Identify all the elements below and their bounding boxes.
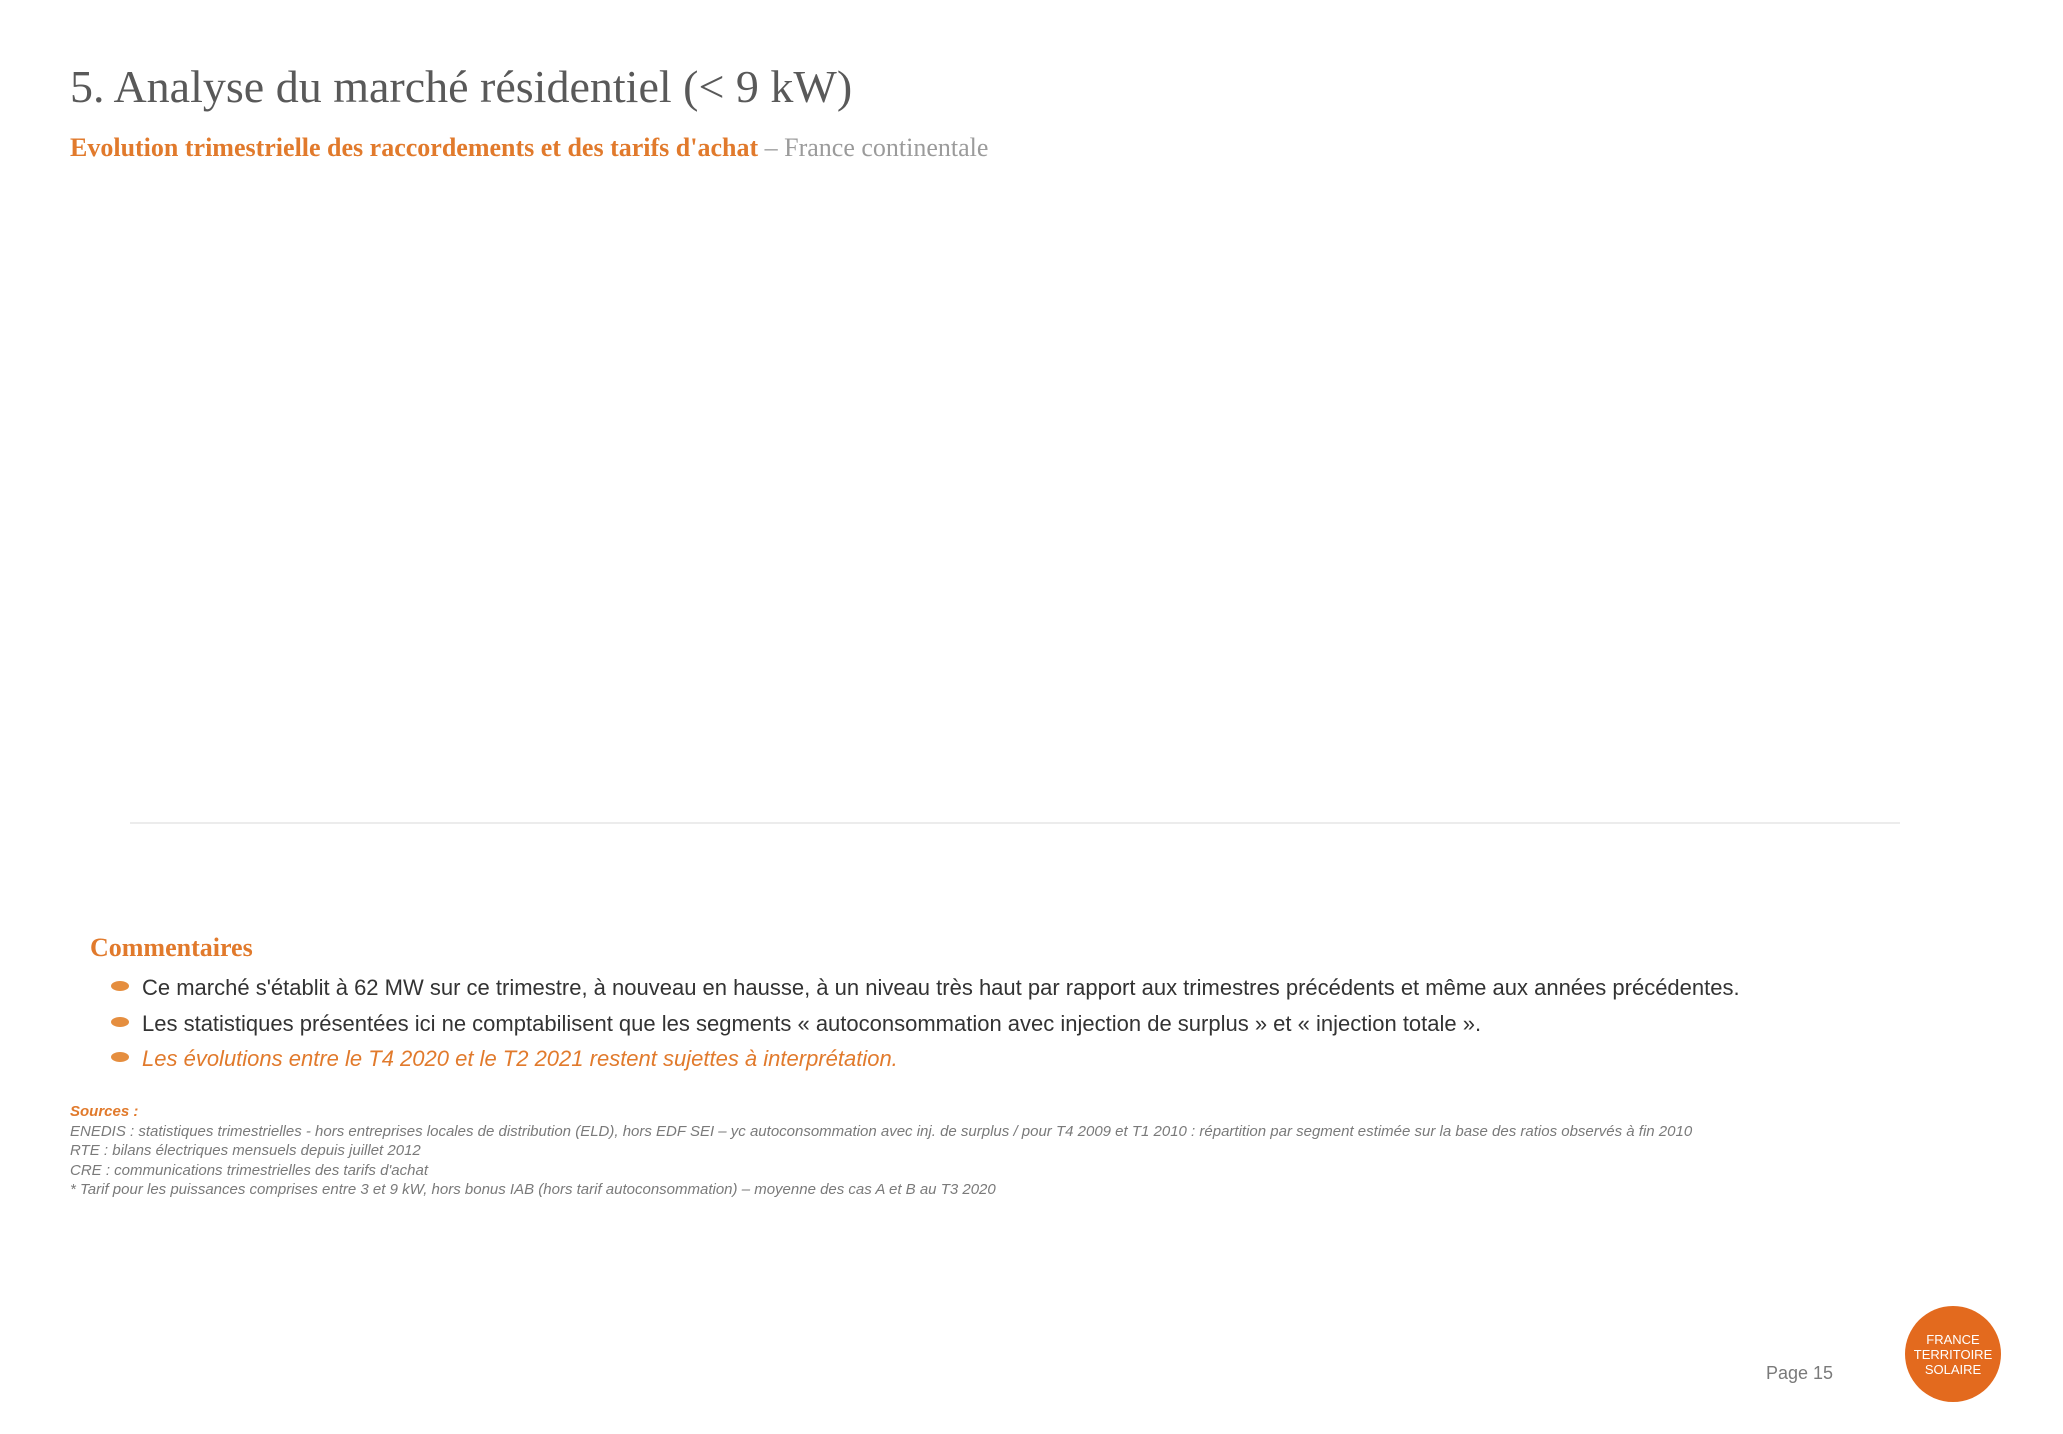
svg-text:FRANCE: FRANCE bbox=[1926, 1332, 1980, 1347]
brand-logo: FRANCE TERRITOIRE SOLAIRE bbox=[1903, 1304, 2003, 1404]
comment-text: Ce marché s'établit à 62 MW sur ce trime… bbox=[142, 973, 1740, 1003]
source-line: ENEDIS : statistiques trimestrielles - h… bbox=[70, 1123, 1692, 1140]
svg-text:TERRITOIRE: TERRITOIRE bbox=[1914, 1347, 1993, 1362]
comment-line: Les évolutions entre le T4 2020 et le T2… bbox=[110, 1044, 1993, 1074]
source-line: CRE : communications trimestrielles des … bbox=[70, 1162, 428, 1179]
comment-line: Ce marché s'établit à 62 MW sur ce trime… bbox=[110, 973, 1993, 1003]
comments-title: Commentaires bbox=[90, 933, 1993, 963]
sources-block: Sources : ENEDIS : statistiques trimestr… bbox=[70, 1102, 1993, 1200]
chart-subtitle: Evolution trimestrielle des raccordement… bbox=[70, 133, 1993, 163]
comment-text: Les statistiques présentées ici ne compt… bbox=[142, 1009, 1481, 1039]
page-title: 5. Analyse du marché résidentiel (< 9 kW… bbox=[70, 60, 1993, 113]
source-line: * Tarif pour les puissances comprises en… bbox=[70, 1181, 996, 1198]
subtitle-main: Evolution trimestrielle des raccordement… bbox=[70, 133, 758, 162]
chart bbox=[70, 183, 1990, 913]
source-line: RTE : bilans électriques mensuels depuis… bbox=[70, 1142, 421, 1159]
sources-title: Sources : bbox=[70, 1103, 138, 1120]
comment-text: Les évolutions entre le T4 2020 et le T2… bbox=[142, 1044, 898, 1074]
subtitle-region: – France continentale bbox=[758, 133, 988, 162]
bar-line-chart bbox=[70, 183, 1990, 913]
comment-line: Les statistiques présentées ici ne compt… bbox=[110, 1009, 1993, 1039]
page-number: Page 15 bbox=[1766, 1363, 1833, 1384]
svg-text:SOLAIRE: SOLAIRE bbox=[1925, 1362, 1982, 1377]
bullet-icon bbox=[110, 1015, 130, 1029]
bullet-icon bbox=[110, 979, 130, 993]
bullet-icon bbox=[110, 1050, 130, 1064]
